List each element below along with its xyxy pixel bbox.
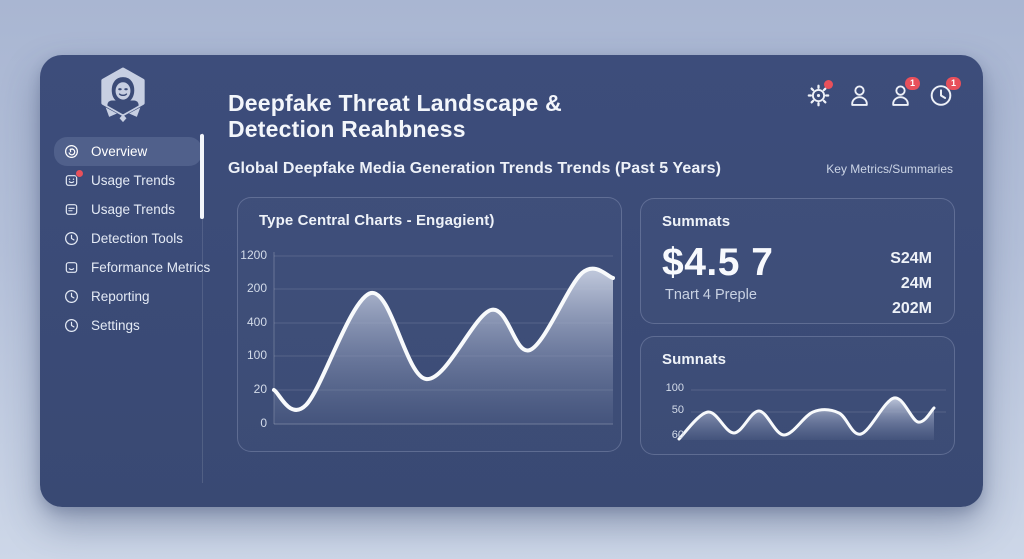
y-axis-tick-label: 400 (246, 315, 267, 329)
sidebar-item-overview[interactable]: Overview (54, 137, 202, 166)
mini-card-title: Sumnats (662, 351, 727, 368)
sidebar-item-label: Usage Trends (91, 202, 176, 217)
page-title: Deepfake Threat Landscape & Detection Rea… (228, 90, 562, 143)
sidebar-nav: Overview Usage Trends Usage Trends (54, 137, 210, 340)
sidebar-item-feformance-metrics[interactable]: Feformance Metrics (54, 253, 210, 282)
sidebar-item-label: Reporting (91, 289, 150, 304)
sidebar-item-label: Overview (91, 144, 148, 159)
header-icons: 1 1 (805, 77, 961, 108)
mini-area-chart: 100 50 60 (641, 337, 956, 456)
y-axis-tick-label: 60 (671, 429, 684, 441)
trends-chart-card: 1200 200 400 100 20 0 Type Central Charts - E… (237, 197, 622, 452)
sidebar-item-reporting[interactable]: Reporting (54, 282, 202, 311)
section-title: Global Deepfake Media Generation Trends … (228, 160, 722, 177)
sidebar-item-label: Detection Tools (91, 231, 184, 246)
summary-card-title: Summats (662, 213, 731, 230)
sidebar-item-usage-trends-2[interactable]: Usage Trends (54, 195, 202, 224)
history-icon (63, 143, 80, 160)
clock-icon (930, 84, 952, 106)
sidebar-item-detection-tools[interactable]: Detection Tools (54, 224, 202, 253)
y-axis-tick-label: 200 (246, 281, 267, 295)
y-axis-tick-label: 50 (671, 404, 684, 416)
y-axis-tick-label: 0 (260, 416, 267, 430)
card-face-icon (63, 170, 83, 189)
sidebar-item-label: Settings (91, 318, 140, 333)
sidebar: Overview Usage Trends Usage Trends (40, 55, 210, 507)
accounts-button[interactable]: 1 (887, 77, 920, 108)
summary-card: Summats $4.5 7 Tnart 4 Preple S24M 24M 2… (640, 198, 955, 324)
card-lines-icon (63, 201, 80, 218)
recent-activity-button[interactable]: 1 (928, 77, 961, 108)
key-metrics-label: Key Metrics/Summaries (826, 162, 953, 176)
trends-area-chart: 1200 200 400 100 20 0 (238, 198, 623, 453)
section-header-row: Global Deepfake Media Generation Trends … (228, 160, 953, 178)
y-axis-tick-label: 100 (246, 348, 267, 362)
sidebar-item-usage-trends[interactable]: Usage Trends (54, 166, 202, 195)
summary-subtitle: Tnart 4 Preple (665, 287, 757, 303)
metric-value: 202M (891, 300, 932, 317)
clock-icon (63, 288, 80, 305)
summary-metrics: S24M 24M 202M (890, 246, 932, 321)
gear-icon (807, 84, 829, 106)
user-icon (850, 85, 868, 106)
y-axis-tick-label: 20 (253, 382, 267, 396)
chart-card-title: Type Central Charts - Engagient) (259, 212, 495, 229)
notification-badge: 1 (946, 77, 961, 90)
card-face-icon (63, 259, 80, 276)
summary-big-value: $4.5 7 (662, 241, 774, 284)
sidebar-item-label: Feformance Metrics (91, 260, 211, 275)
settings-button[interactable] (805, 80, 833, 108)
y-axis-tick-label: 1200 (240, 248, 267, 262)
sidebar-item-settings[interactable]: Settings (54, 311, 202, 340)
profile-button[interactable] (846, 82, 872, 108)
dashboard-panel: Overview Usage Trends Usage Trends (40, 55, 983, 507)
mini-chart-card: 100 50 60 Sumnats (640, 336, 955, 455)
notification-badge: 1 (905, 77, 920, 90)
metric-value: S24M (890, 250, 932, 267)
sidebar-scrollbar-thumb[interactable] (200, 134, 204, 219)
masked-face-shield-logo (97, 67, 149, 127)
user-icon (891, 85, 909, 106)
clock-icon (63, 230, 80, 247)
sidebar-divider (202, 133, 203, 483)
y-axis-tick-label: 100 (665, 382, 684, 394)
notification-dot (824, 80, 833, 89)
clock-icon (63, 317, 80, 334)
notification-dot (76, 170, 83, 177)
metric-value: 24M (900, 275, 932, 292)
sidebar-item-label: Usage Trends (91, 173, 176, 188)
